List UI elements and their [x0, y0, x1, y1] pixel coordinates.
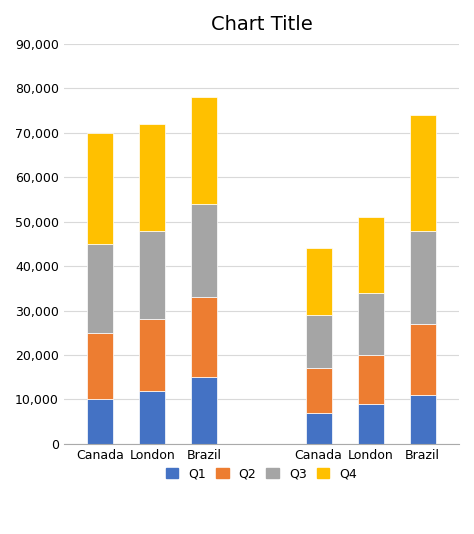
Bar	[357, 217, 383, 293]
Bar	[410, 395, 436, 444]
Bar	[410, 115, 436, 231]
Legend: Q1, Q2, Q3, Q4: Q1, Q2, Q3, Q4	[161, 462, 362, 485]
Bar	[357, 404, 383, 444]
Bar	[87, 333, 113, 399]
Bar	[306, 368, 332, 413]
Bar	[410, 231, 436, 324]
Bar	[191, 297, 217, 377]
Bar	[306, 413, 332, 444]
Bar	[87, 133, 113, 244]
Bar	[87, 399, 113, 444]
Bar	[357, 293, 383, 355]
Bar	[191, 204, 217, 297]
Bar	[139, 390, 165, 444]
Bar	[306, 248, 332, 315]
Bar	[139, 124, 165, 231]
Bar	[87, 244, 113, 333]
Title: Chart Title: Chart Title	[210, 15, 312, 34]
Bar	[410, 324, 436, 395]
Bar	[306, 315, 332, 368]
Bar	[139, 231, 165, 319]
Bar	[191, 97, 217, 204]
Bar	[139, 319, 165, 390]
Bar	[191, 377, 217, 444]
Bar	[357, 355, 383, 404]
